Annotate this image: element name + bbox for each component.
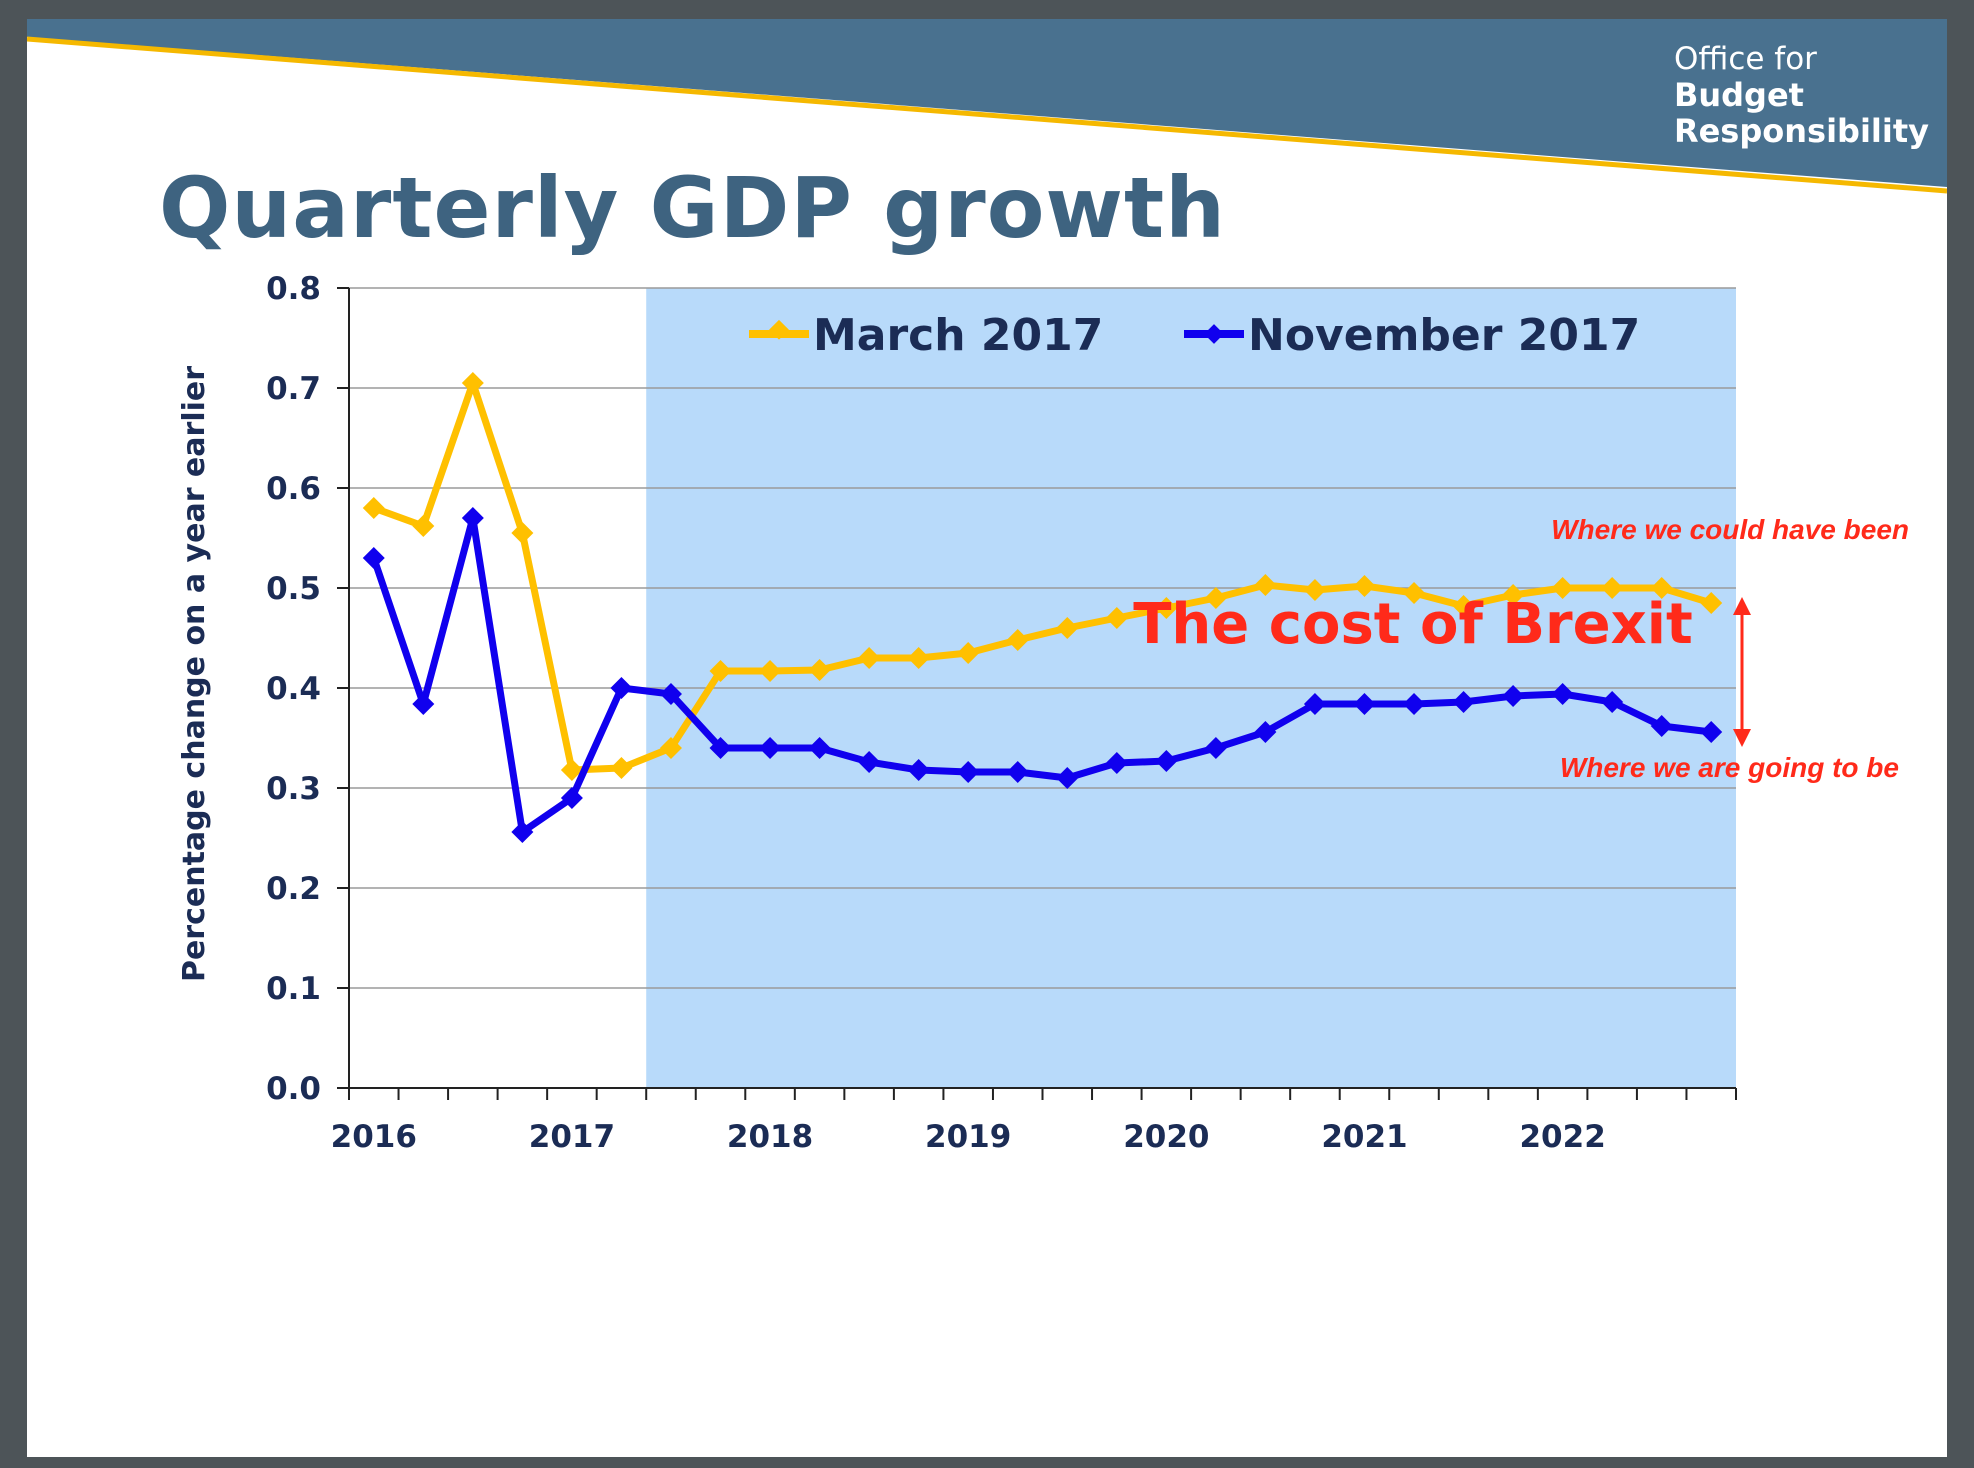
y-tick-label: 0.4 bbox=[266, 671, 321, 707]
x-tick-label: 2021 bbox=[1321, 1119, 1407, 1155]
data-point-november-2017 bbox=[1452, 691, 1475, 713]
data-point-march-2017 bbox=[759, 660, 782, 682]
data-point-march-2017 bbox=[511, 522, 534, 544]
header-banner bbox=[27, 19, 1947, 194]
data-point-november-2017 bbox=[1353, 693, 1376, 715]
data-point-march-2017 bbox=[461, 372, 484, 394]
annotation-upper: Where we could have been bbox=[1551, 514, 1909, 545]
data-point-november-2017 bbox=[1204, 737, 1227, 759]
cost-arrow-head-up bbox=[1733, 597, 1751, 615]
obr-logo: Office for Budget Responsibility bbox=[1674, 41, 1929, 149]
data-point-november-2017 bbox=[659, 683, 682, 705]
legend-swatch-marker-november bbox=[1204, 324, 1224, 344]
y-axis-title: Percentage change on a year earlier bbox=[177, 366, 212, 982]
data-point-november-2017 bbox=[362, 547, 385, 569]
page-title: Quarterly GDP growth bbox=[159, 159, 1226, 257]
data-point-november-2017 bbox=[858, 751, 881, 773]
annotation-lower: Where we are going to be bbox=[1560, 752, 1899, 783]
data-point-november-2017 bbox=[560, 787, 583, 809]
data-point-november-2017 bbox=[1502, 685, 1525, 707]
data-point-march-2017 bbox=[858, 647, 881, 669]
data-point-march-2017 bbox=[1452, 595, 1475, 617]
x-tick-label: 2017 bbox=[529, 1119, 615, 1155]
x-tick-label: 2022 bbox=[1519, 1119, 1605, 1155]
y-tick-label: 0.7 bbox=[266, 371, 321, 407]
data-point-march-2017 bbox=[1403, 582, 1426, 604]
data-point-november-2017 bbox=[412, 693, 435, 715]
data-point-november-2017 bbox=[1155, 750, 1178, 772]
logo-line-2: Budget bbox=[1673, 76, 1804, 114]
data-point-march-2017 bbox=[1700, 592, 1723, 614]
data-point-march-2017 bbox=[659, 737, 682, 759]
data-point-november-2017 bbox=[1254, 721, 1277, 743]
data-point-march-2017 bbox=[1551, 577, 1574, 599]
data-point-march-2017 bbox=[362, 497, 385, 519]
data-point-november-2017 bbox=[1601, 691, 1624, 713]
banner-stripe bbox=[27, 36, 1947, 194]
logo-line-1: Office for bbox=[1673, 41, 1817, 77]
data-point-november-2017 bbox=[957, 761, 980, 783]
data-point-march-2017 bbox=[560, 759, 583, 781]
data-point-november-2017 bbox=[709, 737, 732, 759]
legend-label-november: November 2017 bbox=[1248, 310, 1640, 361]
data-point-november-2017 bbox=[610, 677, 633, 699]
data-point-november-2017 bbox=[461, 507, 484, 529]
slide: Office for Budget Responsibility Quarter… bbox=[27, 19, 1947, 1457]
data-point-march-2017 bbox=[412, 515, 435, 537]
x-tick-label: 2016 bbox=[331, 1119, 417, 1155]
data-point-november-2017 bbox=[1700, 721, 1723, 743]
data-point-march-2017 bbox=[957, 642, 980, 664]
series-line-november-2017 bbox=[370, 514, 1712, 836]
data-point-march-2017 bbox=[1303, 579, 1326, 601]
data-point-november-2017 bbox=[1403, 693, 1426, 715]
series-line-march-2017 bbox=[372, 379, 1713, 774]
data-point-november-2017 bbox=[1650, 715, 1673, 737]
data-point-november-2017 bbox=[907, 759, 930, 781]
data-point-march-2017 bbox=[1006, 629, 1029, 651]
data-point-november-2017 bbox=[759, 737, 782, 759]
annotation-cost-of-brexit: The cost of Brexit bbox=[1133, 592, 1693, 657]
data-point-march-2017 bbox=[1353, 575, 1376, 597]
y-tick-label: 0.2 bbox=[266, 871, 321, 907]
data-point-march-2017 bbox=[1105, 607, 1128, 629]
data-point-march-2017 bbox=[1056, 617, 1079, 639]
x-tick-label: 2020 bbox=[1123, 1119, 1209, 1155]
y-tick-label: 0.3 bbox=[266, 771, 321, 807]
data-point-march-2017 bbox=[1601, 577, 1624, 599]
x-tick-label: 2019 bbox=[925, 1119, 1011, 1155]
data-point-november-2017 bbox=[1006, 761, 1029, 783]
legend-label-march: March 2017 bbox=[813, 310, 1103, 361]
data-point-march-2017 bbox=[808, 659, 831, 681]
data-point-march-2017 bbox=[907, 647, 930, 669]
data-point-march-2017 bbox=[1155, 597, 1178, 619]
y-tick-label: 0.5 bbox=[266, 571, 321, 607]
y-tick-label: 0.6 bbox=[266, 471, 321, 507]
data-point-november-2017 bbox=[808, 737, 831, 759]
data-point-march-2017 bbox=[1650, 577, 1673, 599]
data-point-november-2017 bbox=[511, 821, 534, 843]
data-point-march-2017 bbox=[610, 757, 633, 779]
cost-arrow-head-down bbox=[1733, 729, 1751, 747]
data-point-november-2017 bbox=[1056, 767, 1079, 789]
data-point-march-2017 bbox=[709, 660, 732, 682]
gdp-chart: 0.0 0.1 0.2 0.3 0.4 0.5 0.6 0.7 0.8 2016 2017 2018… bbox=[177, 271, 1909, 1155]
y-tick-label: 0.8 bbox=[266, 271, 321, 307]
banner-shape bbox=[27, 19, 1947, 187]
data-point-march-2017 bbox=[1254, 574, 1277, 596]
y-tick-label: 0.0 bbox=[266, 1071, 321, 1107]
y-tick-label: 0.1 bbox=[266, 971, 321, 1007]
data-point-march-2017 bbox=[1204, 587, 1227, 609]
data-point-november-2017 bbox=[1105, 752, 1128, 774]
logo-line-3: Responsibility bbox=[1673, 112, 1929, 150]
data-point-november-2017 bbox=[1551, 683, 1574, 705]
data-point-november-2017 bbox=[1303, 693, 1326, 715]
data-point-march-2017 bbox=[1502, 584, 1525, 606]
x-tick-label: 2018 bbox=[727, 1119, 813, 1155]
legend-swatch-marker-march bbox=[769, 319, 789, 340]
